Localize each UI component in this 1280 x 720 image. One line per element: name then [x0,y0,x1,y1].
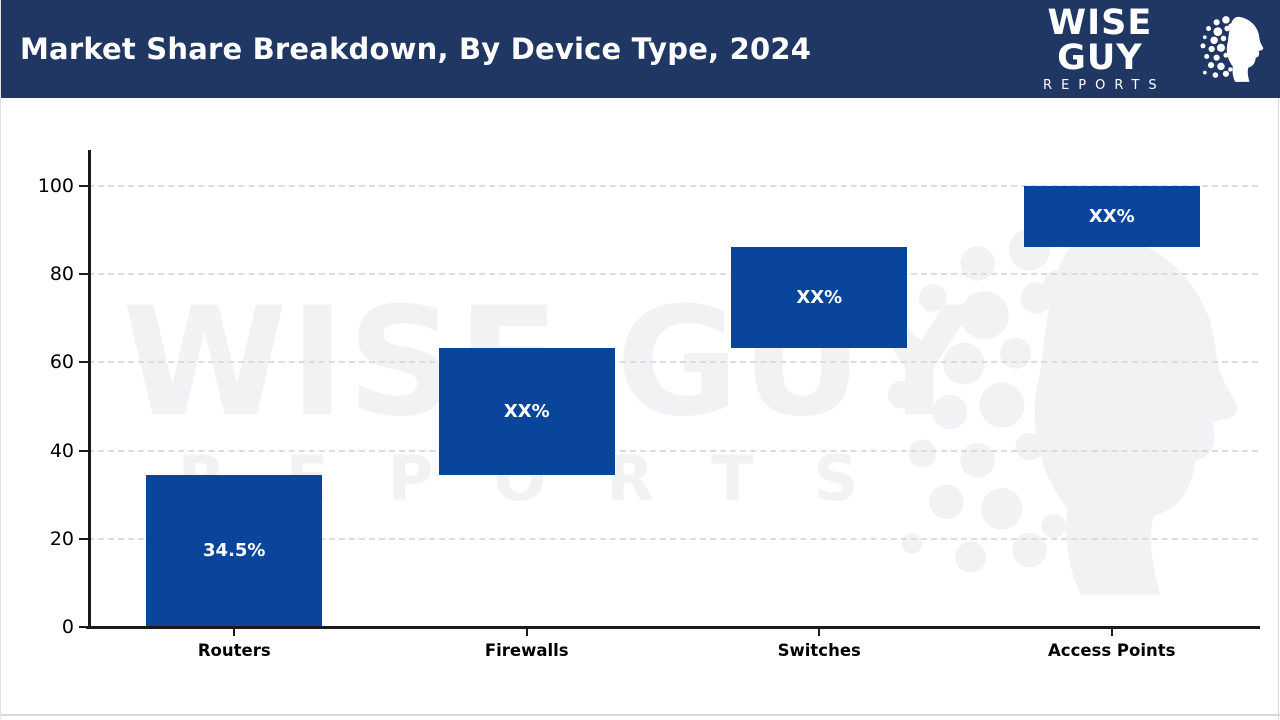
brand-logo: WISE GUY REPORTS [1006,6,1266,92]
waterfall-bar: 34.5% [146,474,323,627]
x-axis-spine [86,626,1260,629]
gridline [88,273,1258,276]
right-border-line [1278,98,1279,720]
gridline [88,449,1258,452]
y-tick-label: 100 [37,175,74,197]
y-tick-mark [79,361,88,364]
y-tick-mark [79,273,88,276]
x-tick-mark [818,627,821,636]
y-tick-mark [79,626,88,628]
plot-area: 0 20 40 60 80 100 34.5% Routers XX% Firewalls XX% S… [0,98,1280,720]
wiseguy-face-logo-icon [1198,7,1266,91]
waterfall-bar: XX% [731,246,908,348]
y-tick-label: 0 [61,616,74,638]
y-tick-mark [79,185,88,187]
bar-value-label: 34.5% [203,540,266,562]
y-tick-label: 80 [49,263,74,286]
brand-subname: REPORTS [1043,78,1166,93]
bar-value-label: XX% [1088,205,1135,227]
y-tick-label: 20 [49,527,74,550]
x-axis-label: Routers [197,641,271,660]
gridline [88,185,1258,187]
bar-value-label: XX% [796,286,843,308]
y-axis-spine [88,150,91,629]
x-axis-label: Switches [777,641,861,660]
waterfall-bar: XX% [1023,186,1200,247]
x-axis-label: Access Points [1048,641,1176,660]
left-border-line [0,0,1,720]
x-tick-mark [233,627,236,636]
y-tick-label: 60 [49,351,74,374]
y-tick-label: 40 [49,439,74,462]
x-tick-mark [1110,627,1113,636]
bar-value-label: XX% [503,400,550,422]
gridline [88,361,1258,364]
waterfall-bar: XX% [438,347,615,475]
brand-text: WISE GUY REPORTS [1006,3,1194,93]
header-bar: Market Share Breakdown, By Device Type, … [0,0,1280,98]
x-tick-mark [525,627,528,636]
gridline [88,537,1258,540]
brand-name: WISE GUY [1047,3,1153,78]
page-title: Market Share Breakdown, By Device Type, … [20,32,812,66]
x-axis-label: Firewalls [484,641,569,660]
y-tick-mark [79,449,88,452]
y-tick-mark [79,537,88,540]
bottom-border-line [0,714,1280,716]
